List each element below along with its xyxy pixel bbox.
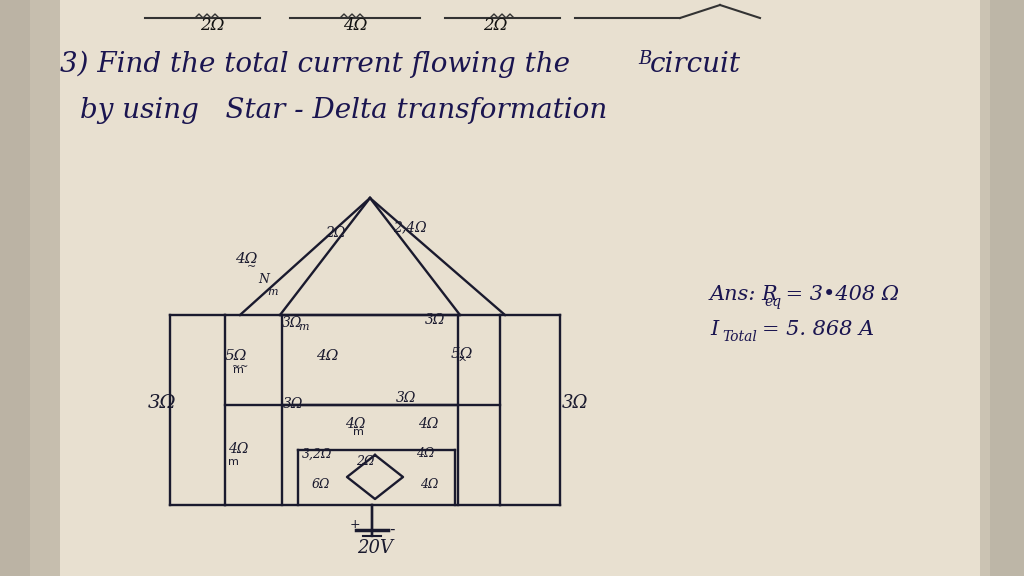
Text: by using   Star - Delta transformation: by using Star - Delta transformation bbox=[80, 97, 607, 124]
Text: ~: ~ bbox=[247, 262, 256, 272]
Text: I: I bbox=[710, 320, 718, 339]
Text: 4Ω: 4Ω bbox=[343, 17, 368, 34]
Text: -: - bbox=[389, 522, 394, 537]
Text: 5Ω: 5Ω bbox=[451, 347, 473, 361]
Text: 3) Find the total current flowing the: 3) Find the total current flowing the bbox=[60, 51, 570, 78]
Text: 4Ω: 4Ω bbox=[234, 252, 257, 266]
Text: 4Ω: 4Ω bbox=[316, 349, 338, 363]
Text: B: B bbox=[638, 50, 651, 68]
Text: 4Ω: 4Ω bbox=[228, 442, 249, 456]
Text: 2Ω: 2Ω bbox=[483, 17, 507, 34]
Text: 3Ω: 3Ω bbox=[425, 313, 445, 327]
Text: 4Ω: 4Ω bbox=[420, 478, 438, 491]
Text: ~~: ~~ bbox=[232, 362, 248, 372]
Text: 2Ω: 2Ω bbox=[356, 455, 375, 468]
Text: m: m bbox=[228, 457, 239, 467]
Text: m: m bbox=[267, 287, 278, 297]
Text: 3Ω: 3Ω bbox=[283, 397, 303, 411]
Text: 4Ω: 4Ω bbox=[416, 447, 434, 460]
Text: Total: Total bbox=[722, 330, 757, 344]
Text: 3Ω: 3Ω bbox=[282, 316, 302, 330]
Text: 3Ω: 3Ω bbox=[396, 391, 417, 405]
Bar bbox=[980, 0, 1024, 576]
Text: 2,4Ω: 2,4Ω bbox=[393, 220, 427, 234]
Text: 2Ω: 2Ω bbox=[200, 17, 224, 34]
Text: 3Ω: 3Ω bbox=[148, 394, 176, 412]
Text: 6Ω: 6Ω bbox=[312, 478, 331, 491]
Text: m: m bbox=[233, 365, 244, 375]
Text: 3,2Ω: 3,2Ω bbox=[302, 448, 333, 461]
Text: ^: ^ bbox=[458, 358, 467, 368]
Text: 2Ω: 2Ω bbox=[325, 226, 345, 240]
Text: 5Ω: 5Ω bbox=[225, 349, 248, 363]
Text: 4Ω: 4Ω bbox=[418, 417, 438, 431]
Text: eq: eq bbox=[764, 295, 781, 309]
Bar bbox=[0, 0, 60, 576]
Text: = 5. 868 A: = 5. 868 A bbox=[762, 320, 874, 339]
Text: Ans: R: Ans: R bbox=[710, 285, 778, 304]
Text: +: + bbox=[350, 518, 360, 531]
Text: = 3•408 Ω: = 3•408 Ω bbox=[779, 285, 899, 304]
Text: N: N bbox=[258, 273, 269, 286]
Text: 3Ω: 3Ω bbox=[562, 394, 589, 412]
Text: m: m bbox=[298, 322, 308, 332]
Text: circuit: circuit bbox=[650, 51, 741, 78]
Text: m: m bbox=[353, 427, 364, 437]
Text: 20V: 20V bbox=[357, 539, 393, 557]
Text: 4Ω: 4Ω bbox=[345, 417, 366, 431]
